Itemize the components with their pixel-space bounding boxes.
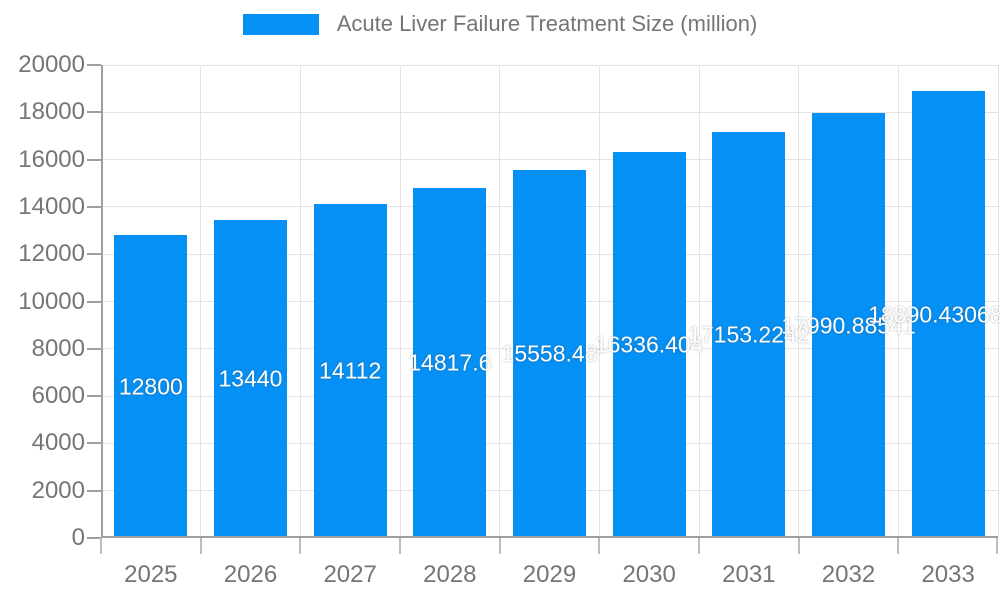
bar-value-label: 15558.48 (501, 340, 598, 367)
bar-value-label: 17153.2242 (688, 321, 810, 348)
x-axis-label: 2029 (522, 561, 577, 588)
y-axis-tick (87, 253, 101, 256)
bar-value-label: 14817.6 (408, 349, 492, 376)
bar (812, 113, 885, 538)
y-axis-label: 0 (71, 524, 85, 551)
y-axis-label: 2000 (31, 476, 85, 504)
y-axis-tick (87, 300, 101, 303)
y-axis-tick (87, 158, 101, 161)
legend-label: Acute Liver Failure Treatment Size (mill… (336, 11, 758, 36)
x-axis-tick (100, 538, 102, 554)
h-gridline (101, 111, 998, 113)
x-axis-label: 2026 (223, 561, 278, 588)
x-axis-tick (797, 538, 800, 554)
y-axis-tick (87, 395, 101, 398)
x-axis-label: 2025 (124, 561, 178, 588)
v-gridline (897, 65, 899, 538)
bar (314, 204, 387, 538)
bar (613, 152, 686, 538)
y-axis-tick (87, 489, 101, 492)
x-axis-tick (598, 538, 601, 554)
y-axis-label: 4000 (31, 429, 85, 457)
v-gridline (798, 65, 800, 538)
x-axis-label: 2031 (722, 561, 776, 588)
bar (912, 91, 985, 538)
bar (114, 235, 187, 538)
bar (413, 188, 486, 538)
h-gridline (101, 159, 998, 161)
x-axis-tick (897, 538, 900, 554)
bar (513, 170, 586, 538)
v-gridline (698, 65, 700, 538)
y-axis-label: 14000 (18, 192, 85, 220)
y-axis-tick (87, 347, 101, 350)
bar-value-label: 14112 (319, 357, 382, 384)
x-axis-tick (199, 538, 202, 554)
y-axis-tick (87, 442, 101, 445)
x-axis-label: 2032 (821, 561, 876, 588)
x-axis-tick (996, 538, 998, 554)
y-axis-tick (87, 537, 101, 539)
bar (214, 220, 287, 538)
legend: Acute Liver Failure Treatment Size (mill… (0, 0, 1000, 48)
y-axis-label: 20000 (18, 51, 85, 78)
bar-value-label: 12800 (118, 373, 183, 399)
v-gridline (200, 65, 202, 538)
y-axis-tick (87, 205, 101, 208)
x-axis-line (101, 536, 998, 538)
bar-value-label: 13440 (218, 365, 283, 392)
bar-value-label: 16336.404 (594, 331, 704, 358)
v-gridline (299, 65, 301, 538)
y-axis-label: 6000 (31, 382, 85, 410)
y-axis-tick (87, 111, 101, 114)
y-axis-line (101, 65, 103, 538)
v-gridline (399, 65, 401, 538)
x-axis-label: 2028 (423, 561, 477, 588)
bar-value-label: 18890.4306805 (868, 301, 1000, 327)
y-axis-label: 8000 (31, 334, 85, 362)
bar-value-label: 17990.88541 (781, 312, 916, 338)
y-axis-label: 18000 (18, 98, 85, 126)
x-axis-tick (299, 538, 302, 554)
y-axis-tick (87, 64, 101, 66)
legend-swatch (242, 13, 319, 35)
x-axis-label: 2033 (921, 561, 975, 588)
x-axis-tick (698, 538, 700, 554)
x-axis-tick (399, 538, 401, 554)
x-axis-label: 2030 (622, 561, 676, 588)
y-axis-label: 10000 (18, 287, 85, 315)
y-axis-label: 16000 (18, 145, 85, 173)
v-gridline (499, 65, 501, 538)
bar (712, 132, 785, 538)
h-gridline (101, 64, 998, 66)
x-axis-tick (498, 538, 501, 554)
x-axis-label: 2027 (323, 561, 377, 588)
v-gridline (598, 65, 600, 538)
plot-area: 0 2000 4000 6000 8000 10000 12000 14000 16000 180… (18, 53, 1000, 589)
v-gridline (997, 65, 999, 538)
y-axis-label: 12000 (18, 240, 85, 268)
